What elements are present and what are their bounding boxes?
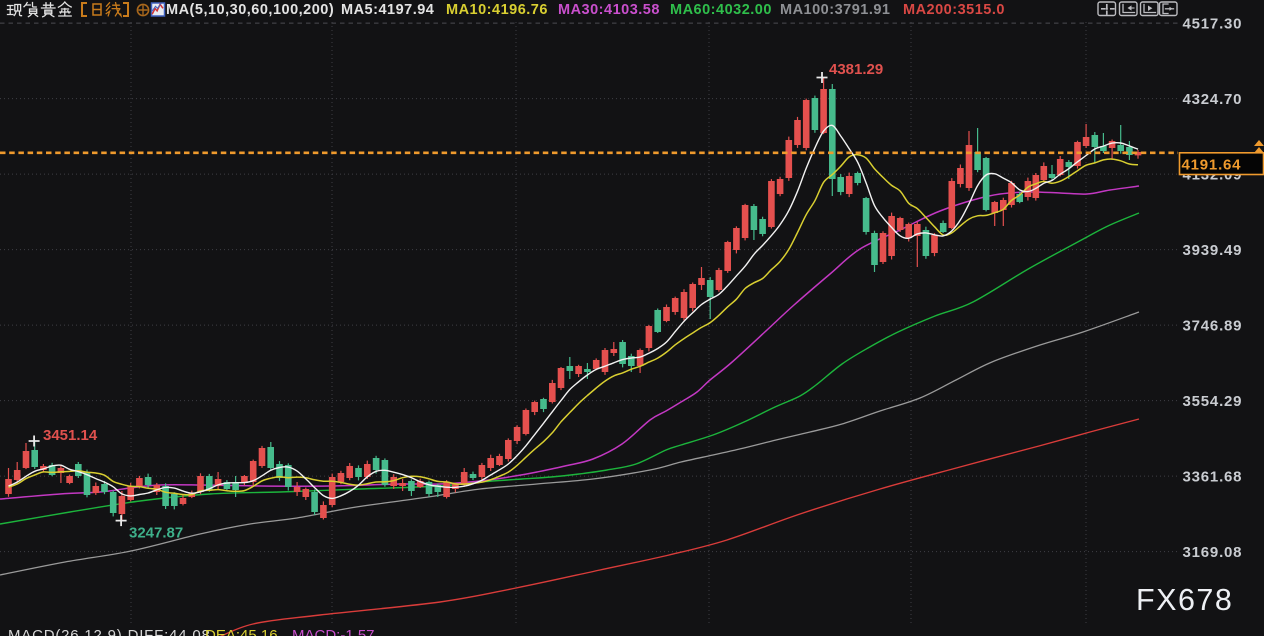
- svg-text:3554.29: 3554.29: [1183, 393, 1243, 410]
- svg-text:DEA:45.16: DEA:45.16: [205, 627, 278, 636]
- svg-text:MA5:4197.94: MA5:4197.94: [341, 2, 434, 18]
- svg-text:MACD(26,12,9) DIFF:44.08: MACD(26,12,9) DIFF:44.08: [8, 627, 211, 636]
- svg-text:MA200:3515.0: MA200:3515.0: [903, 2, 1005, 18]
- svg-text:3247.87: 3247.87: [129, 525, 183, 542]
- svg-text:3746.89: 3746.89: [1183, 317, 1243, 334]
- svg-text:MA(5,10,30,60,100,200): MA(5,10,30,60,100,200): [166, 2, 334, 18]
- svg-text:4517.30: 4517.30: [1183, 15, 1243, 32]
- svg-text:4324.70: 4324.70: [1183, 91, 1243, 108]
- svg-text:3451.14: 3451.14: [43, 427, 98, 444]
- svg-text:MA100:3791.91: MA100:3791.91: [780, 2, 891, 18]
- svg-text:MA30:4103.58: MA30:4103.58: [558, 2, 660, 18]
- svg-text:3169.08: 3169.08: [1183, 544, 1243, 561]
- svg-text:MACD:-1.57: MACD:-1.57: [292, 627, 375, 636]
- svg-text:MA60:4032.00: MA60:4032.00: [670, 2, 772, 18]
- svg-text:MA10:4196.76: MA10:4196.76: [446, 2, 548, 18]
- svg-text:3361.68: 3361.68: [1183, 468, 1243, 485]
- svg-text:4191.64: 4191.64: [1182, 157, 1242, 174]
- svg-text:3939.49: 3939.49: [1183, 242, 1243, 259]
- svg-text:FX678: FX678: [1136, 583, 1233, 617]
- svg-text:4381.29: 4381.29: [829, 61, 883, 78]
